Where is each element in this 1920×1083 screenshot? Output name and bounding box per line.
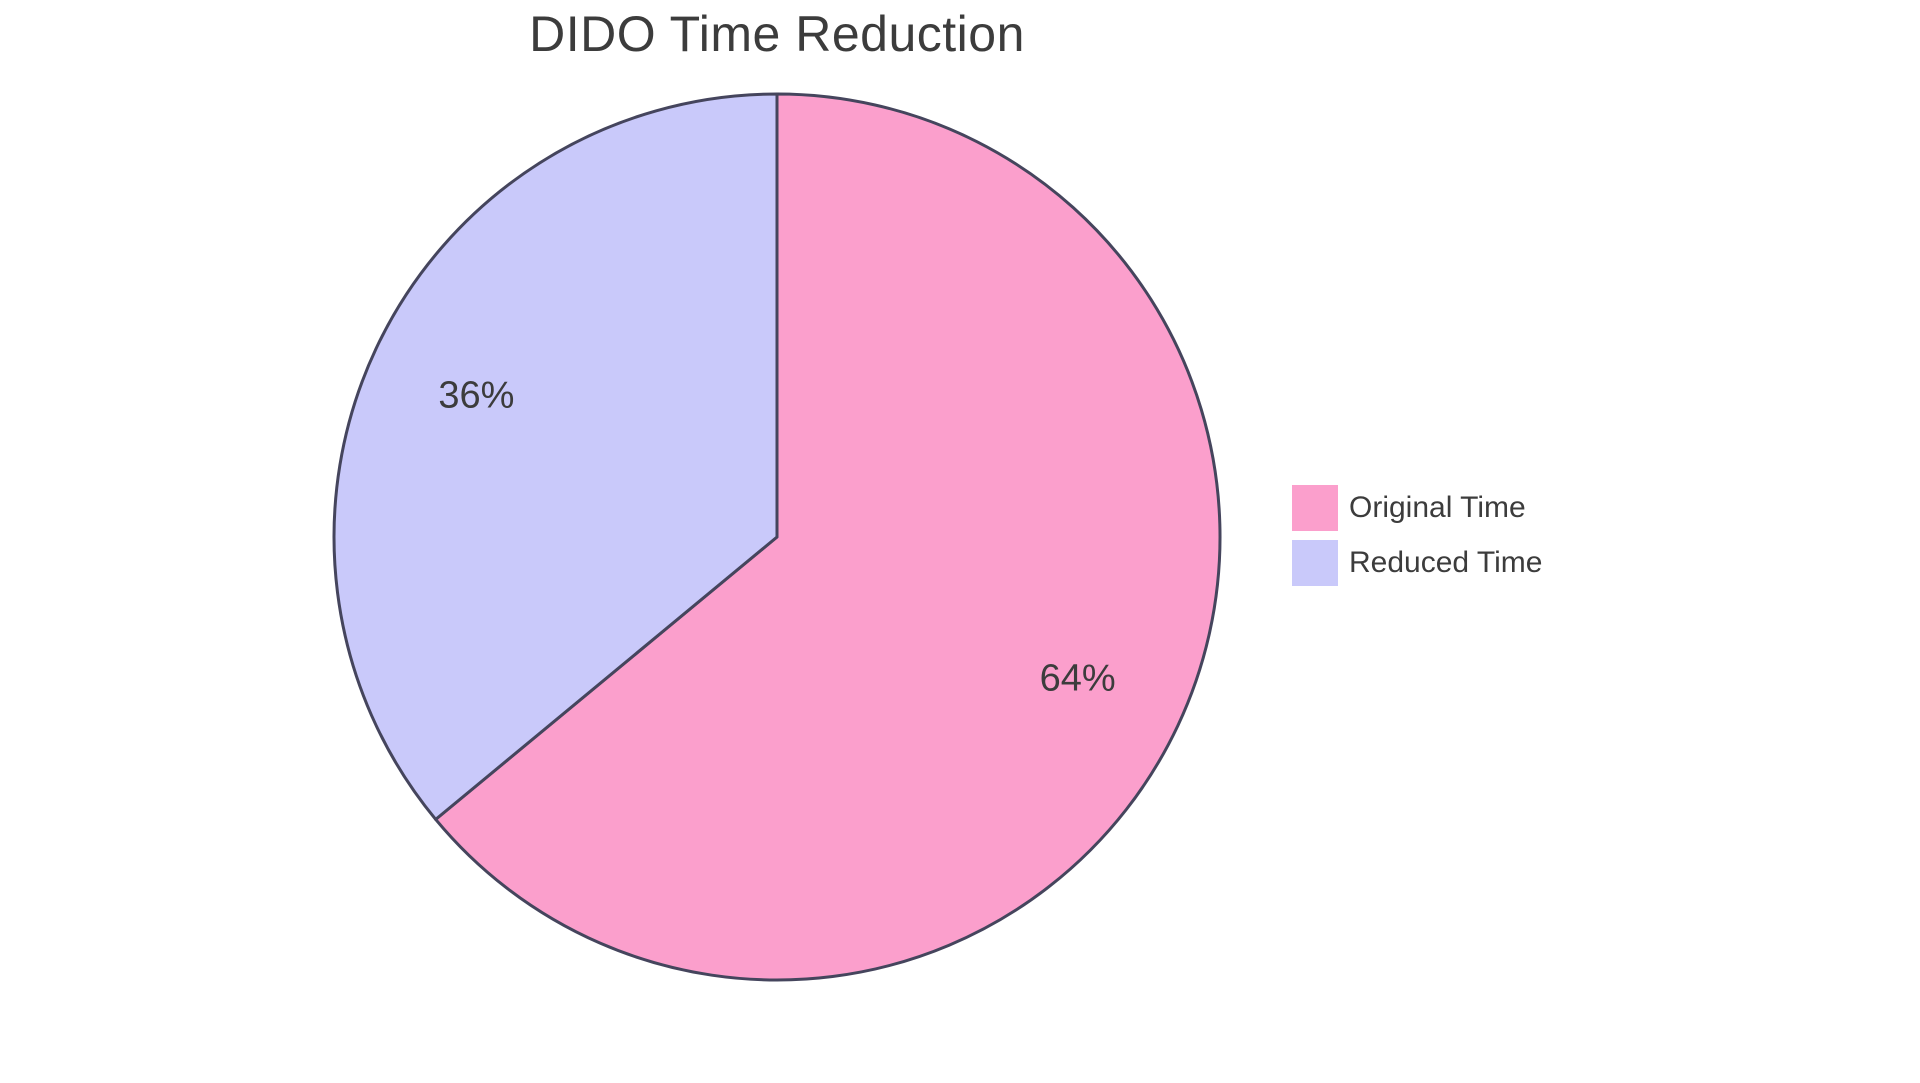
legend-swatch-original-time bbox=[1292, 485, 1338, 531]
slice-label-original-time: 64% bbox=[1040, 658, 1116, 700]
slice-label-reduced-time: 36% bbox=[438, 375, 514, 417]
legend: Original Time Reduced Time bbox=[1292, 485, 1542, 595]
legend-item-reduced-time: Reduced Time bbox=[1292, 540, 1542, 586]
pie-slice-original-time bbox=[434, 92, 1222, 982]
legend-swatch-reduced-time bbox=[1292, 540, 1338, 586]
pie-slice-reduced-time bbox=[332, 92, 779, 821]
legend-item-original-time: Original Time bbox=[1292, 485, 1542, 531]
legend-label-original-time: Original Time bbox=[1349, 491, 1526, 524]
chart-title: DIDO Time Reduction bbox=[529, 6, 1025, 62]
pie-slices bbox=[332, 92, 1222, 982]
legend-label-reduced-time: Reduced Time bbox=[1349, 546, 1543, 579]
